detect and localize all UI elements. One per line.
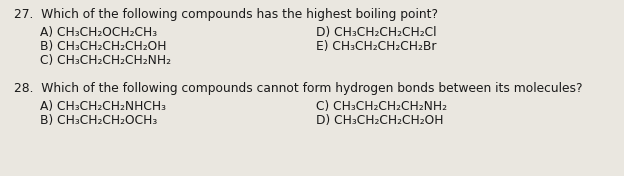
Text: D) CH₃CH₂CH₂CH₂Cl: D) CH₃CH₂CH₂CH₂Cl	[316, 26, 437, 39]
Text: B) CH₃CH₂CH₂CH₂OH: B) CH₃CH₂CH₂CH₂OH	[40, 40, 167, 53]
Text: A) CH₃CH₂CH₂NHCH₃: A) CH₃CH₂CH₂NHCH₃	[40, 100, 166, 113]
Text: A) CH₃CH₂OCH₂CH₃: A) CH₃CH₂OCH₂CH₃	[40, 26, 157, 39]
Text: D) CH₃CH₂CH₂CH₂OH: D) CH₃CH₂CH₂CH₂OH	[316, 114, 444, 127]
Text: B) CH₃CH₂CH₂OCH₃: B) CH₃CH₂CH₂OCH₃	[40, 114, 157, 127]
Text: C) CH₃CH₂CH₂CH₂NH₂: C) CH₃CH₂CH₂CH₂NH₂	[40, 54, 171, 67]
Text: 27.  Which of the following compounds has the highest boiling point?: 27. Which of the following compounds has…	[14, 8, 438, 21]
Text: C) CH₃CH₂CH₂CH₂NH₂: C) CH₃CH₂CH₂CH₂NH₂	[316, 100, 447, 113]
Text: E) CH₃CH₂CH₂CH₂Br: E) CH₃CH₂CH₂CH₂Br	[316, 40, 437, 53]
Text: 28.  Which of the following compounds cannot form hydrogen bonds between its mol: 28. Which of the following compounds can…	[14, 82, 582, 95]
